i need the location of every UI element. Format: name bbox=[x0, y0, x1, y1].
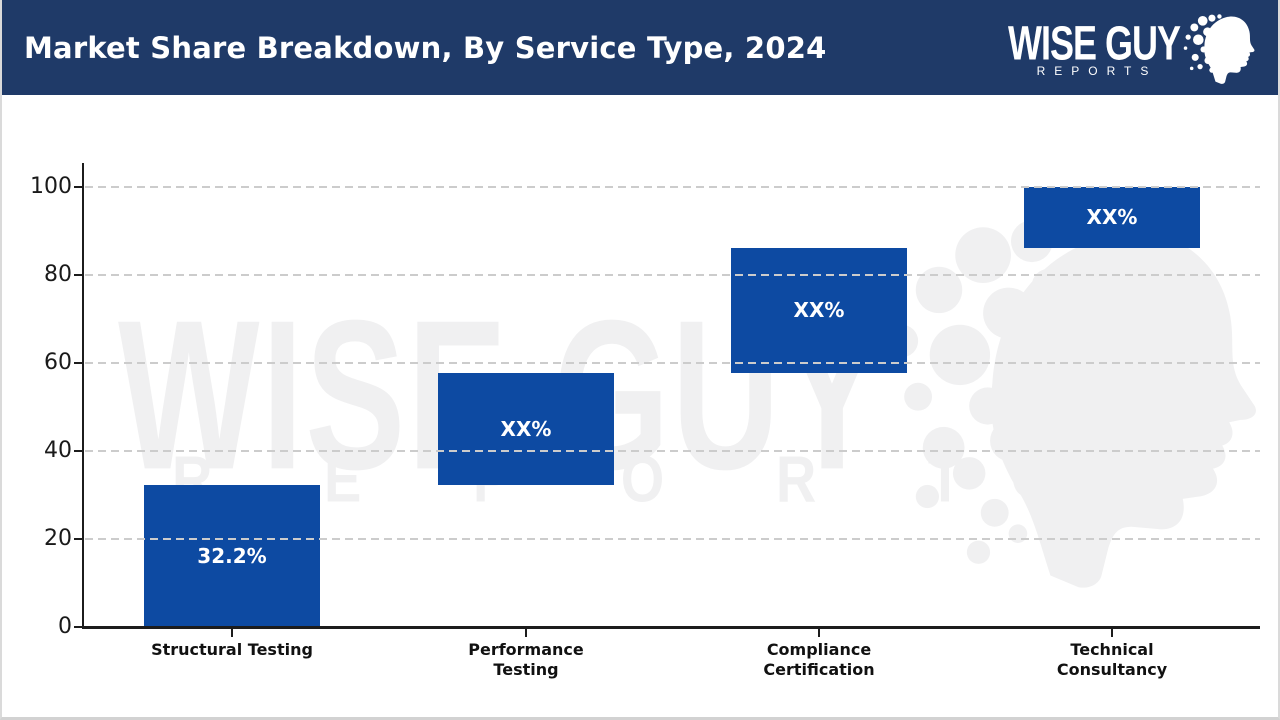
y-tick-label-20: 20 bbox=[44, 526, 72, 551]
x-tickmark-1 bbox=[231, 628, 233, 637]
y-axis bbox=[82, 163, 84, 629]
bar-1: 32.2% bbox=[144, 485, 320, 627]
page-title: Market Share Breakdown, By Service Type,… bbox=[24, 30, 827, 65]
y-tickmark-40 bbox=[74, 450, 82, 452]
bar-value-label: 32.2% bbox=[197, 544, 267, 569]
bar-3: XX% bbox=[731, 247, 907, 374]
x-tickmark-2 bbox=[525, 628, 527, 637]
header: Market Share Breakdown, By Service Type,… bbox=[2, 0, 1278, 95]
x-tickmark-4 bbox=[1111, 628, 1113, 637]
gridline-60 bbox=[85, 362, 1260, 364]
bar-2: XX% bbox=[438, 373, 614, 486]
brand-face-icon bbox=[1183, 13, 1255, 84]
brand-subname: REPORTS bbox=[1036, 64, 1158, 78]
y-tickmark-100 bbox=[74, 186, 82, 188]
bar-4: XX% bbox=[1024, 187, 1200, 248]
y-tickmark-60 bbox=[74, 362, 82, 364]
y-tickmark-80 bbox=[74, 274, 82, 276]
x-tick-label-3: Compliance Certification bbox=[763, 640, 875, 679]
gridline-40 bbox=[85, 450, 1260, 452]
y-tick-label-100: 100 bbox=[30, 174, 72, 199]
y-tick-label-80: 80 bbox=[44, 262, 72, 287]
brand-name: WISE GUY bbox=[1007, 14, 1181, 71]
x-tick-label-4: Technical Consultancy bbox=[1056, 640, 1168, 679]
y-tickmark-20 bbox=[74, 538, 82, 540]
brand-logo-text: WISE GUY REPORTS bbox=[1007, 14, 1181, 78]
x-axis bbox=[82, 626, 1260, 629]
y-tick-label-40: 40 bbox=[44, 438, 72, 463]
gridline-100 bbox=[85, 186, 1260, 188]
bar-value-label: XX% bbox=[793, 298, 845, 323]
x-tick-label-2: Performance Testing bbox=[468, 640, 584, 679]
bar-value-label: XX% bbox=[500, 417, 552, 442]
y-tick-label-60: 60 bbox=[44, 350, 72, 375]
x-tickmark-3 bbox=[818, 628, 820, 637]
x-tick-label-1: Structural Testing bbox=[151, 640, 313, 659]
brand-logo: WISE GUY REPORTS bbox=[1008, 10, 1256, 88]
bar-value-label: XX% bbox=[1086, 205, 1138, 230]
y-tick-label-0: 0 bbox=[58, 614, 72, 639]
gridline-80 bbox=[85, 274, 1260, 276]
gridline-20 bbox=[85, 538, 1260, 540]
y-tickmark-0 bbox=[74, 626, 82, 628]
